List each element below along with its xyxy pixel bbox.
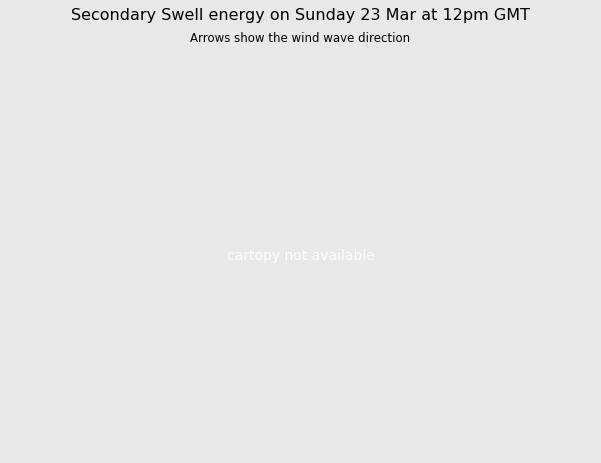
Text: Arrows show the wind wave direction: Arrows show the wind wave direction: [191, 32, 410, 45]
Text: cartopy not available: cartopy not available: [227, 249, 374, 263]
Text: Secondary Swell energy on Sunday 23 Mar at 12pm GMT: Secondary Swell energy on Sunday 23 Mar …: [71, 8, 530, 23]
